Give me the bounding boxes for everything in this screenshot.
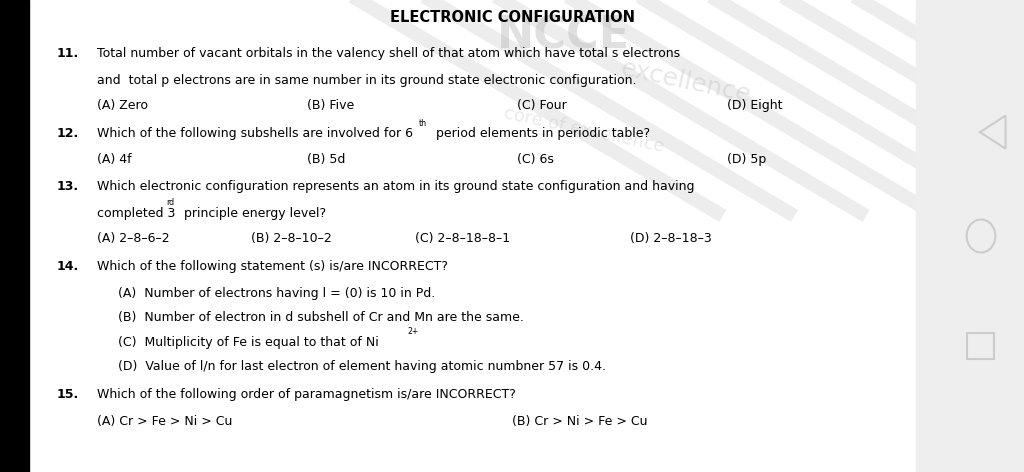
Text: excellence: excellence: [618, 57, 754, 108]
Bar: [0, 0, 29, 472]
Text: rd: rd: [167, 198, 175, 207]
Text: period elements in periodic table?: period elements in periodic table?: [432, 127, 650, 140]
Text: th: th: [419, 118, 427, 127]
Text: (B) Five: (B) Five: [307, 99, 354, 112]
Text: (A) 2–8–6–2: (A) 2–8–6–2: [97, 232, 170, 245]
Bar: [967, 333, 994, 359]
Text: Total number of vacant orbitals in the valency shell of that atom which have tot: Total number of vacant orbitals in the v…: [97, 47, 680, 60]
Text: (B) 5d: (B) 5d: [307, 152, 345, 166]
Text: 13.: 13.: [56, 180, 79, 194]
Text: 2+: 2+: [408, 327, 419, 336]
Text: (C)  Multiplicity of Fe is equal to that of Ni: (C) Multiplicity of Fe is equal to that …: [118, 336, 379, 349]
Text: (C) 2–8–18–8–1: (C) 2–8–18–8–1: [415, 232, 510, 245]
Text: (C) Four: (C) Four: [517, 99, 567, 112]
Text: ELECTRONIC CONFIGURATION: ELECTRONIC CONFIGURATION: [389, 10, 635, 25]
Text: (A) Cr > Fe > Ni > Cu: (A) Cr > Fe > Ni > Cu: [97, 414, 232, 428]
Text: (D)  Value of l/n for last electron of element having atomic numbner 57 is 0.4.: (D) Value of l/n for last electron of el…: [118, 360, 606, 373]
Text: core of excellence: core of excellence: [502, 104, 666, 155]
Text: (D) 2–8–18–3: (D) 2–8–18–3: [630, 232, 712, 245]
Text: Which electronic configuration represents an atom in its ground state configurat: Which electronic configuration represent…: [97, 180, 694, 194]
Text: Which of the following subshells are involved for 6: Which of the following subshells are inv…: [97, 127, 414, 140]
Text: 14.: 14.: [56, 260, 79, 273]
Text: (A) 4f: (A) 4f: [97, 152, 132, 166]
Text: (C) 6s: (C) 6s: [517, 152, 554, 166]
Text: (B)  Number of electron in d subshell of Cr and Mn are the same.: (B) Number of electron in d subshell of …: [118, 311, 523, 324]
Text: 11.: 11.: [56, 47, 79, 60]
Text: (B) 2–8–10–2: (B) 2–8–10–2: [251, 232, 332, 245]
Text: and  total p electrons are in same number in its ground state electronic configu: and total p electrons are in same number…: [97, 74, 637, 87]
Text: (B) Cr > Ni > Fe > Cu: (B) Cr > Ni > Fe > Cu: [512, 414, 647, 428]
Text: Which of the following statement (s) is/are INCORRECT?: Which of the following statement (s) is/…: [97, 260, 449, 273]
Text: principle energy level?: principle energy level?: [180, 207, 326, 220]
Text: (D) Eight: (D) Eight: [727, 99, 782, 112]
Text: completed 3: completed 3: [97, 207, 176, 220]
Text: 15.: 15.: [56, 388, 79, 401]
Text: (A)  Number of electrons having l = (0) is 10 in Pd.: (A) Number of electrons having l = (0) i…: [118, 287, 435, 300]
Text: (D) 5p: (D) 5p: [727, 152, 766, 166]
Text: Which of the following order of paramagnetism is/are INCORRECT?: Which of the following order of paramagn…: [97, 388, 516, 401]
Text: NCCE: NCCE: [497, 14, 630, 57]
Text: (A) Zero: (A) Zero: [97, 99, 148, 112]
Text: 12.: 12.: [56, 127, 79, 140]
Bar: [916, 0, 1024, 472]
